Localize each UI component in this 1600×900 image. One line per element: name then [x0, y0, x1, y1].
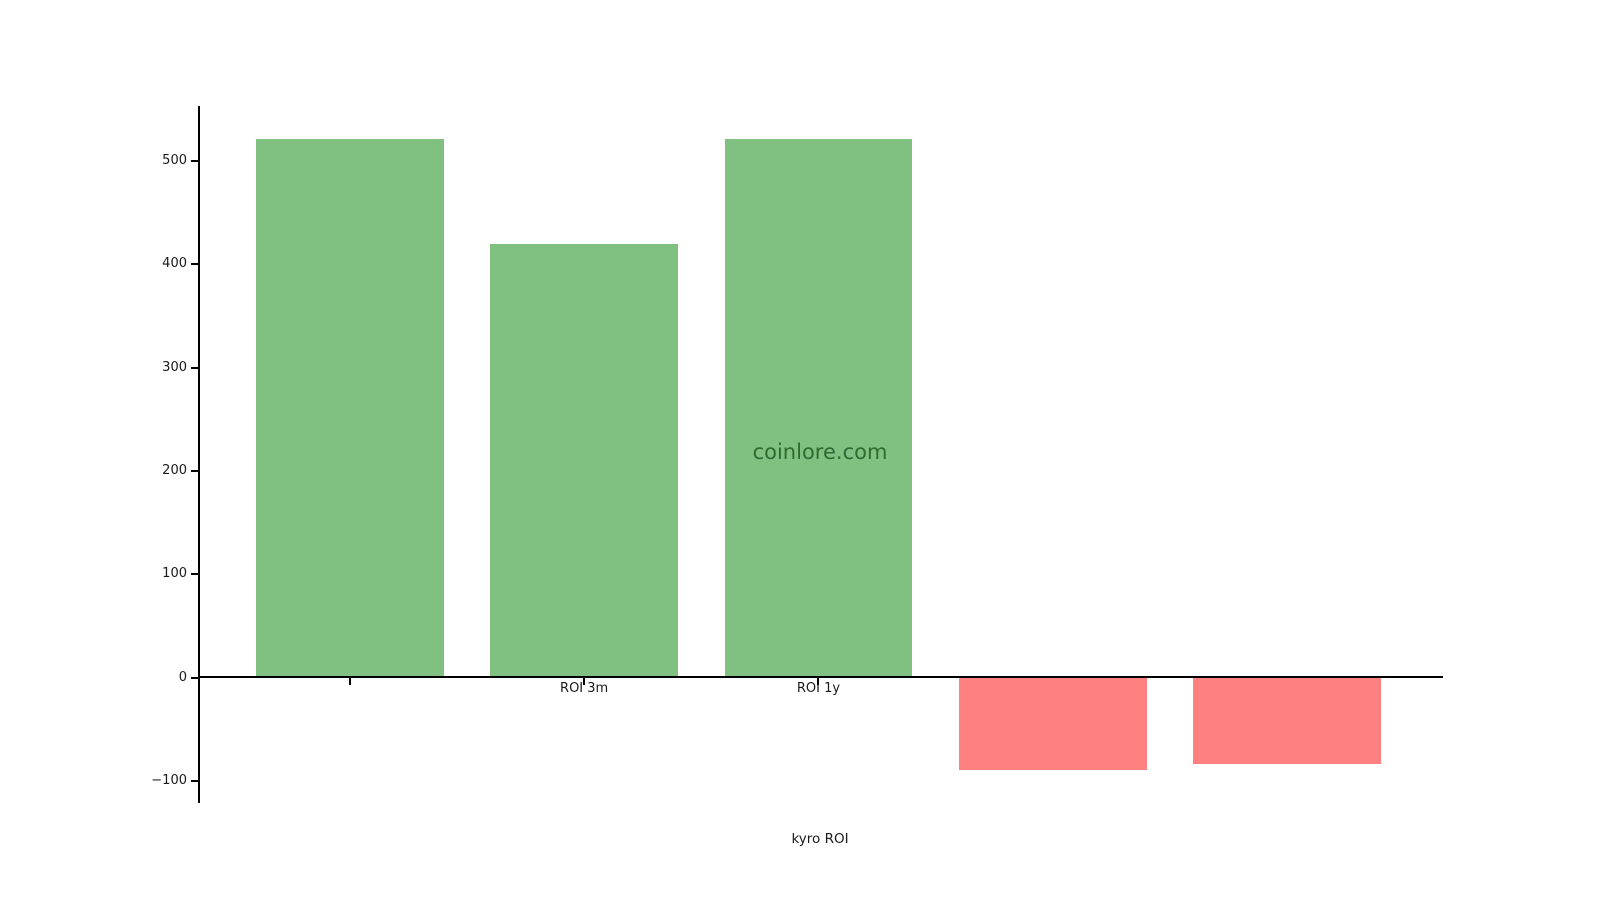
x-tick-mark — [348, 677, 351, 685]
bar-roi-3m — [490, 243, 678, 678]
y-tick-label: 200 — [162, 463, 187, 479]
bar-roi-1 — [256, 139, 444, 678]
y-tick-label: −100 — [151, 773, 187, 789]
watermark: coinlore.com — [752, 440, 888, 464]
x-tick-label: ROI 1y — [796, 680, 841, 696]
bar-roi-4 — [959, 677, 1147, 770]
x-tick-label: ROI 3m — [560, 680, 609, 696]
y-tick-label: 300 — [162, 359, 187, 375]
y-tick-mark — [191, 780, 198, 783]
bar-roi-1y — [724, 139, 913, 678]
y-tick-label: 500 — [162, 153, 187, 169]
y-tick-mark — [191, 676, 198, 679]
y-tick-mark — [191, 263, 198, 266]
x-axis-zero-line — [198, 676, 1443, 678]
x-tick-mark — [583, 677, 586, 685]
y-tick-mark — [191, 366, 198, 369]
y-tick-mark — [191, 160, 198, 163]
y-axis-line — [198, 106, 200, 803]
y-tick-label: 0 — [178, 669, 187, 685]
x-tick-mark — [817, 677, 820, 685]
y-tick-mark — [191, 573, 198, 576]
y-tick-label: 400 — [162, 256, 187, 272]
y-tick-label: 100 — [162, 566, 187, 582]
x-axis-title: kyro ROI — [791, 831, 849, 847]
y-tick-mark — [191, 470, 198, 473]
bar-roi-5 — [1193, 677, 1381, 765]
